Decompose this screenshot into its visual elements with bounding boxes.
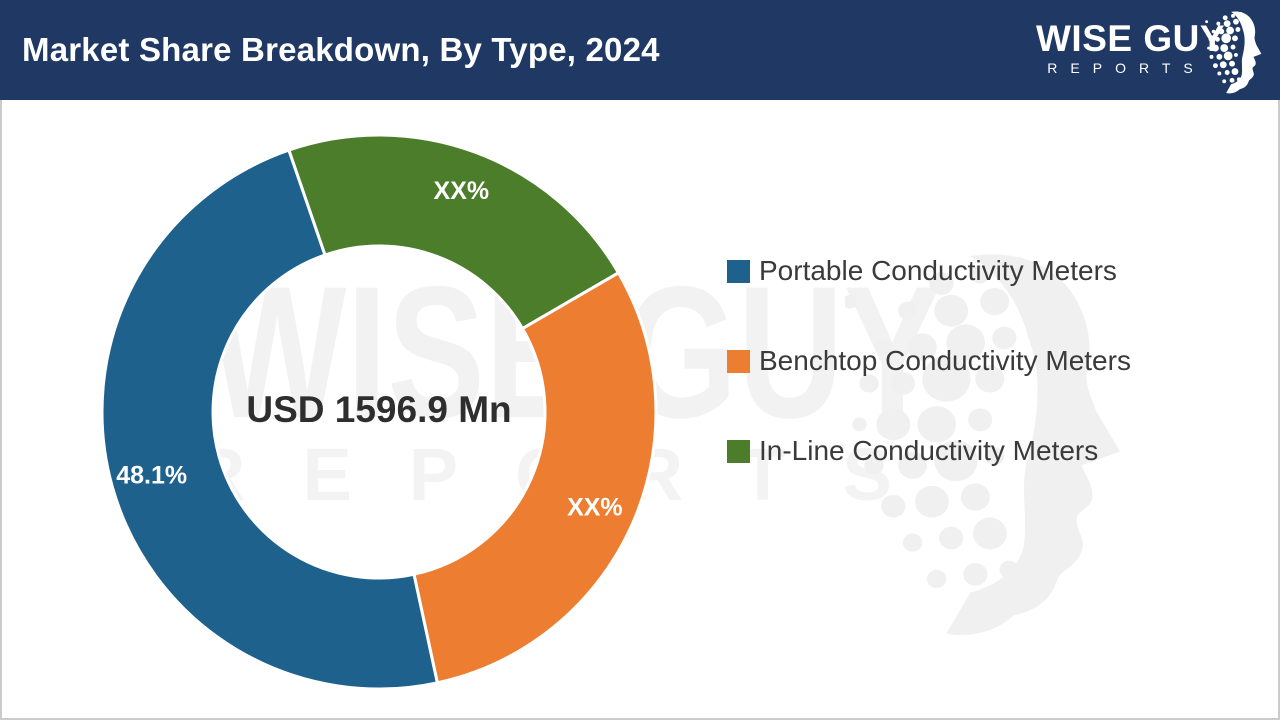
- logo-face-icon: [1205, 11, 1262, 94]
- donut-svg: XX% XX% 48.1%: [100, 133, 658, 691]
- legend-label-benchtop-conductivity-meters: Benchtop Conductivity Meters: [759, 345, 1131, 376]
- legend-item-in-line-conductivity-meters[interactable]: In-Line Conductivity Meters: [727, 435, 1131, 466]
- legend-label-portable-conductivity-meters: Portable Conductivity Meters: [759, 255, 1117, 286]
- donut-slice-portable-conductivity-meters[interactable]: [100, 148, 440, 691]
- header-bar: Market Share Breakdown, By Type, 2024 WI…: [0, 0, 1280, 100]
- slice-label-portable-conductivity-meters: 48.1%: [116, 461, 187, 489]
- brand-subtitle: REPORTS: [1047, 60, 1206, 76]
- slice-label-benchtop-conductivity-meters: XX%: [567, 493, 623, 521]
- legend-item-benchtop-conductivity-meters[interactable]: Benchtop Conductivity Meters: [727, 345, 1131, 376]
- legend-swatch-portable-conductivity-meters: [727, 259, 750, 283]
- donut-center-value: USD 1596.9 Mn: [246, 389, 512, 430]
- brand-name: WISE GUY: [1036, 18, 1226, 59]
- donut-chart: XX% XX% 48.1%: [79, 112, 679, 712]
- chart-legend: Portable Conductivity Meters Benchtop Con…: [727, 255, 1131, 466]
- legend-swatch-benchtop-conductivity-meters: [727, 349, 750, 373]
- watermark-face-icon: [845, 254, 1121, 636]
- page-title: Market Share Breakdown, By Type, 2024: [22, 31, 660, 68]
- donut-slice-benchtop-conductivity-meters[interactable]: [412, 270, 658, 685]
- brand-logo: WISE GUY REPORTS: [1036, 6, 1264, 94]
- legend-label-in-line-conductivity-meters: In-Line Conductivity Meters: [759, 435, 1099, 466]
- brand-wordmark: WISE GUY REPORTS: [1036, 18, 1226, 76]
- legend-swatch-in-line-conductivity-meters: [727, 439, 750, 463]
- slice-label-in-line-conductivity-meters: XX%: [434, 177, 490, 205]
- donut-slice-in-line-conductivity-meters[interactable]: [286, 133, 621, 331]
- legend-item-portable-conductivity-meters[interactable]: Portable Conductivity Meters: [727, 255, 1131, 286]
